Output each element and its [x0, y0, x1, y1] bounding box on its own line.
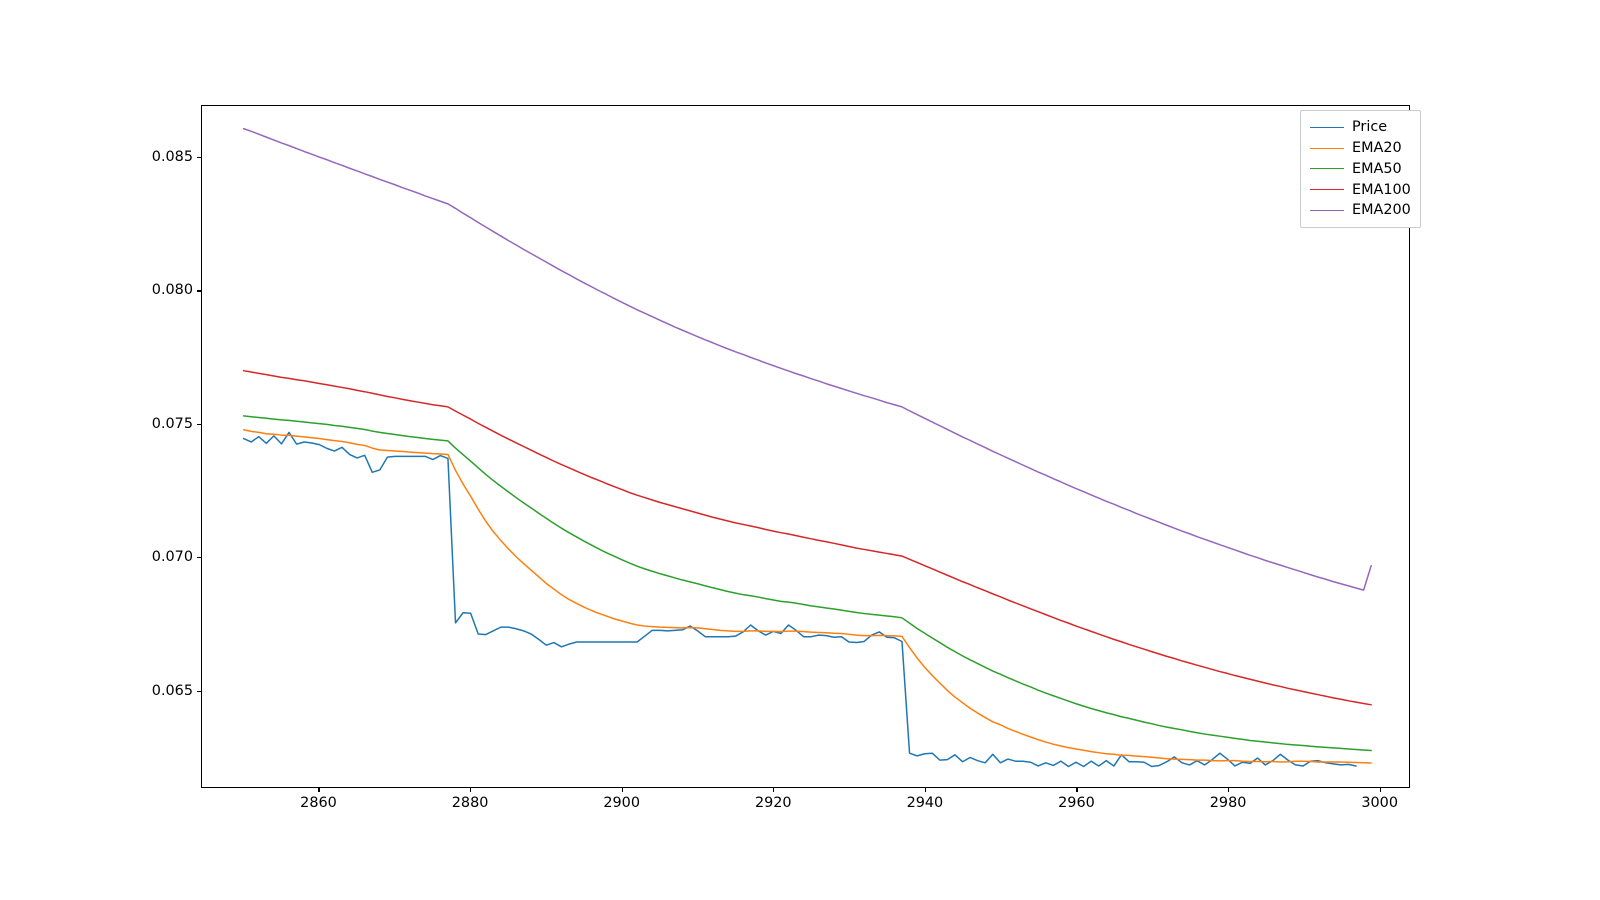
y-tick-mark — [197, 290, 202, 292]
x-tick-label: 2880 — [451, 795, 489, 811]
x-tick-mark — [924, 788, 926, 793]
chart-legend[interactable]: Price EMA20 EMA50 EMA100 EMA200 — [1300, 110, 1421, 228]
legend-item-label: EMA100 — [1352, 181, 1411, 198]
x-tick-mark — [773, 788, 775, 793]
legend-item-price[interactable]: Price — [1310, 117, 1411, 138]
x-tick-label: 2960 — [1058, 795, 1095, 811]
x-tick-label: 2980 — [1209, 795, 1247, 811]
series-line-ema100 — [244, 371, 1372, 705]
y-tick-label: 0.075 — [151, 415, 193, 432]
y-tick-label: 0.085 — [151, 149, 193, 166]
y-tick-label: 0.070 — [151, 549, 193, 566]
legend-item-label: Price — [1352, 119, 1388, 136]
legend-item-label: EMA20 — [1352, 139, 1402, 156]
legend-color-swatch — [1310, 168, 1344, 170]
y-tick-label: 0.080 — [151, 282, 193, 299]
y-tick-label: 0.065 — [151, 682, 193, 699]
legend-item-ema50[interactable]: EMA50 — [1310, 159, 1411, 180]
x-tick-mark — [1379, 788, 1381, 793]
x-tick-label: 3000 — [1361, 795, 1398, 811]
series-line-ema200 — [244, 129, 1372, 591]
series-line-ema50 — [244, 416, 1372, 751]
x-tick-label: 2920 — [754, 795, 792, 811]
legend-color-swatch — [1310, 126, 1344, 128]
legend-color-swatch — [1310, 210, 1344, 212]
x-tick-label: 2940 — [906, 795, 944, 811]
x-tick-mark — [318, 788, 320, 793]
y-tick-mark — [197, 423, 202, 425]
legend-item-ema200[interactable]: EMA200 — [1310, 200, 1411, 221]
series-line-price — [244, 432, 1356, 766]
y-tick-mark — [197, 157, 202, 159]
chart-plot-area — [201, 105, 1410, 788]
x-tick-label: 2900 — [603, 795, 640, 811]
x-tick-mark — [1076, 788, 1078, 793]
legend-item-label: EMA50 — [1352, 160, 1402, 177]
y-tick-mark — [197, 557, 202, 559]
x-tick-mark — [1228, 788, 1230, 793]
legend-item-label: EMA200 — [1352, 202, 1411, 219]
series-line-ema20 — [244, 430, 1372, 763]
chart-lines-svg — [202, 106, 1409, 787]
y-tick-mark — [197, 690, 202, 692]
x-tick-mark — [470, 788, 472, 793]
legend-item-ema20[interactable]: EMA20 — [1310, 138, 1411, 159]
legend-item-ema100[interactable]: EMA100 — [1310, 179, 1411, 200]
x-tick-label: 2860 — [300, 795, 337, 811]
legend-color-swatch — [1310, 147, 1344, 149]
x-tick-mark — [621, 788, 623, 793]
legend-color-swatch — [1310, 189, 1344, 191]
